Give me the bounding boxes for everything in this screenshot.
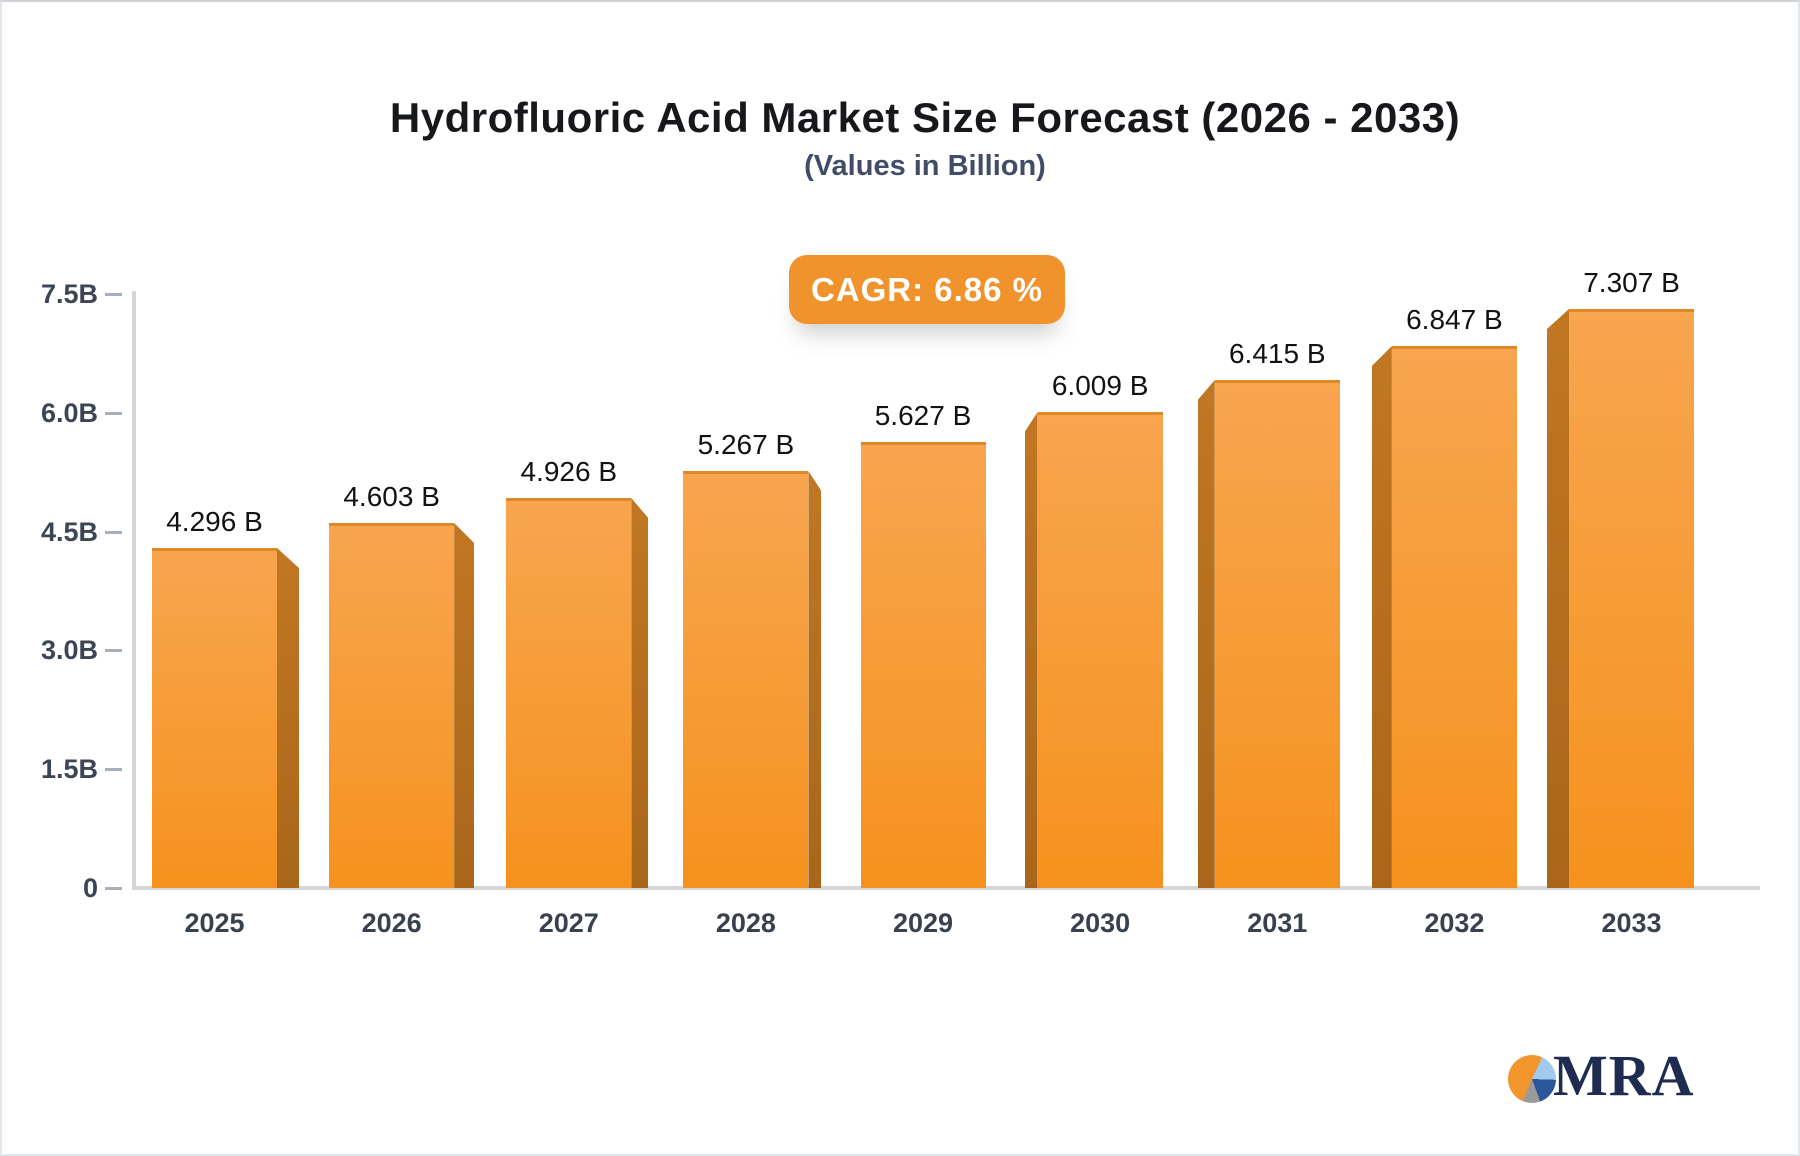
bar-2025: [152, 548, 277, 888]
y-axis-tick-mark: [105, 530, 122, 534]
mra-logo: MRA: [1508, 1042, 1695, 1109]
bar-2029: [860, 442, 986, 888]
bar-2026: [329, 523, 455, 888]
y-axis-line: [132, 291, 136, 890]
logo-text: MRA: [1553, 1043, 1695, 1108]
x-axis-line: [132, 886, 1760, 890]
chart-title: Hydrofluoric Acid Market Size Forecast (…: [389, 94, 1461, 141]
y-axis-tick-mark: [105, 411, 122, 415]
bar-value-label: 5.267 B: [697, 429, 795, 460]
bar-value-label: 6.009 B: [1051, 370, 1149, 401]
y-axis-tick-label: 7.5B: [40, 279, 98, 309]
x-axis-category-label: 2025: [184, 908, 245, 938]
bar-2027: [506, 498, 632, 888]
bar-value-label: 6.415 B: [1228, 338, 1326, 369]
bar-2028: [683, 471, 809, 888]
y-axis-tick-label: 1.5B: [40, 754, 98, 785]
bar-side-face: [631, 498, 649, 888]
bar-2033: [1569, 309, 1694, 888]
pie-chart-logo-icon: [1508, 1054, 1556, 1103]
x-axis-category-label: 2032: [1424, 908, 1485, 938]
bar-2032: [1391, 346, 1517, 888]
bar-value-label: 4.603 B: [343, 481, 440, 512]
x-axis-category-label: 2027: [538, 908, 599, 938]
chart-subtitle: (Values in Billion): [804, 150, 1046, 182]
x-axis-category-label: 2026: [361, 908, 422, 938]
bar-2030: [1037, 412, 1163, 888]
bar-side-face: [1024, 412, 1038, 888]
bar-side-face: [1197, 380, 1215, 888]
y-axis-tick-mark: [105, 649, 122, 653]
bar-side-face: [1547, 309, 1569, 888]
y-axis-tick-mark: [105, 887, 122, 890]
bar-value-label: 4.926 B: [520, 456, 618, 487]
y-axis-tick-mark: [105, 768, 122, 772]
bar-side-face: [454, 523, 475, 888]
y-axis-tick-label: 3.0B: [40, 635, 98, 666]
y-axis-tick-label: 0: [82, 873, 98, 903]
x-axis-category-label: 2030: [1070, 908, 1131, 938]
y-axis-tick-label: 4.5B: [40, 516, 98, 547]
bar-side-face: [1371, 346, 1392, 888]
cagr-badge-label: CAGR: 6.86 %: [810, 270, 1044, 308]
bar-2031: [1214, 380, 1340, 888]
x-axis-category-label: 2028: [715, 908, 776, 938]
y-axis-tick-label: 6.0B: [40, 397, 98, 428]
bar-value-label: 7.307 B: [1583, 267, 1680, 298]
bar-value-label: 6.847 B: [1406, 304, 1503, 335]
x-axis-category-label: 2031: [1247, 908, 1308, 938]
bar-value-label: 4.296 B: [166, 506, 263, 537]
bar-value-label: 5.627 B: [874, 400, 972, 431]
x-axis-category-label: 2033: [1601, 908, 1662, 938]
x-axis-category-label: 2029: [892, 908, 954, 938]
bar-side-face: [277, 548, 299, 888]
cagr-badge: CAGR: 6.86 %: [789, 255, 1065, 324]
y-axis-tick-mark: [105, 293, 122, 296]
bar-side-face: [808, 471, 822, 888]
